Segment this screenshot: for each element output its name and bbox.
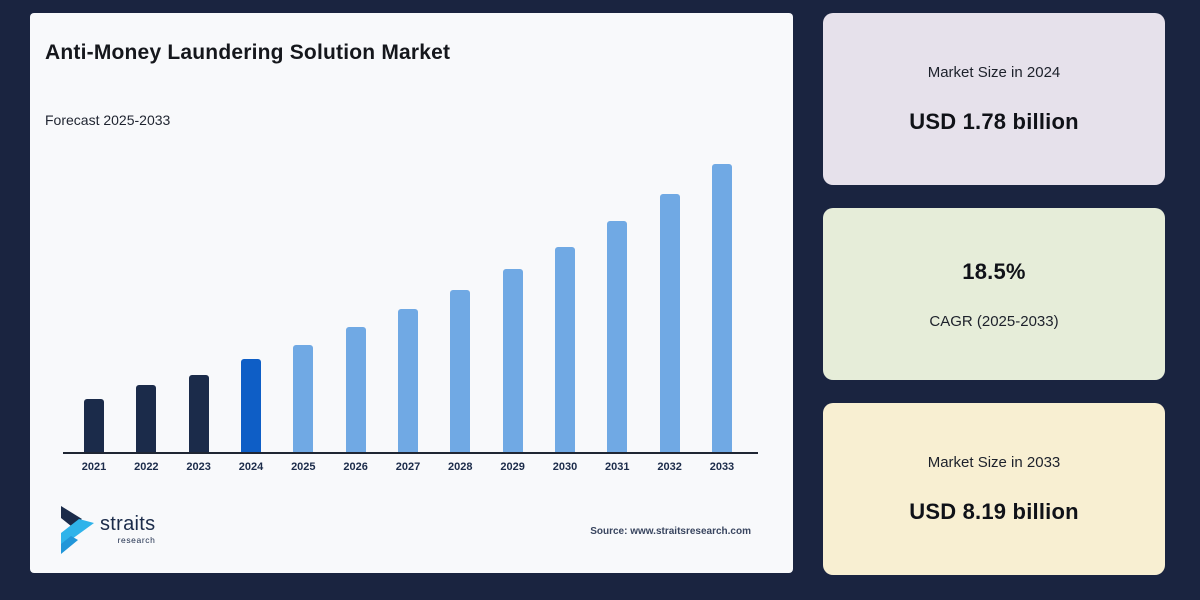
logo-subtext: research [117,535,156,545]
market-size-2024-value: USD 1.78 billion [909,108,1079,134]
bar-2024 [240,359,261,452]
x-tick-2031: 2031 [605,461,630,473]
straits-research-logo: straits research [58,504,155,556]
x-tick-2024: 2024 [238,461,264,473]
bar-2033 [711,164,732,452]
logo-name: straits [100,513,156,535]
market-size-2033-card: Market Size in 2033 USD 8.19 billion [823,403,1165,575]
x-tick-2028: 2028 [448,461,473,473]
market-size-2033-label: Market Size in 2033 [927,453,1061,471]
bar-2026 [345,327,366,452]
x-tick-2033: 2033 [709,461,735,473]
bar-chart: 2021 2022 2023 2024 2025 2026 2027 2028 2029 2030… [30,13,793,473]
bar-2029 [502,269,523,452]
x-tick-2030: 2030 [552,461,578,473]
x-tick-2027: 2027 [395,461,421,473]
bar-2025 [293,345,314,452]
cagr-label: CAGR (2025-2033) [929,312,1059,330]
cagr-card: 18.5% CAGR (2025-2033) [823,208,1165,380]
chart-panel: Anti-Money Laundering Solution Market Fo… [30,13,793,573]
bar-2022 [136,385,157,452]
x-tick-2029: 2029 [500,461,525,473]
x-tick-2032: 2032 [657,461,682,473]
chart-subtitle: Forecast 2025-2033 [45,112,171,128]
x-axis-line [63,452,758,454]
bar-2028 [450,290,471,452]
market-size-2033-value: USD 8.19 billion [909,498,1079,524]
x-axis-labels: 2021 2022 2023 2024 2025 2026 2027 2028 2029 2030… [30,461,793,481]
page-title: Anti-Money Laundering Solution Market [45,41,451,64]
bar-2030 [554,247,575,452]
bar-2031 [607,221,628,452]
straits-logo-icon [61,506,94,554]
bar-2023 [188,375,209,452]
source-attribution: Source: www.straitsresearch.com [590,526,751,537]
bar-2021 [84,399,104,452]
x-tick-2022: 2022 [134,461,159,473]
logo-text: straits research [100,514,155,545]
x-tick-2021: 2021 [81,461,107,473]
bar-2027 [397,309,418,452]
cagr-value: 18.5% [962,258,1026,284]
x-tick-2025: 2025 [291,461,316,473]
bar-2032 [659,194,680,452]
market-size-2024-card: Market Size in 2024 USD 1.78 billion [823,13,1165,185]
x-tick-2026: 2026 [343,461,368,473]
x-tick-2023: 2023 [186,461,211,473]
market-size-2024-label: Market Size in 2024 [927,63,1061,81]
